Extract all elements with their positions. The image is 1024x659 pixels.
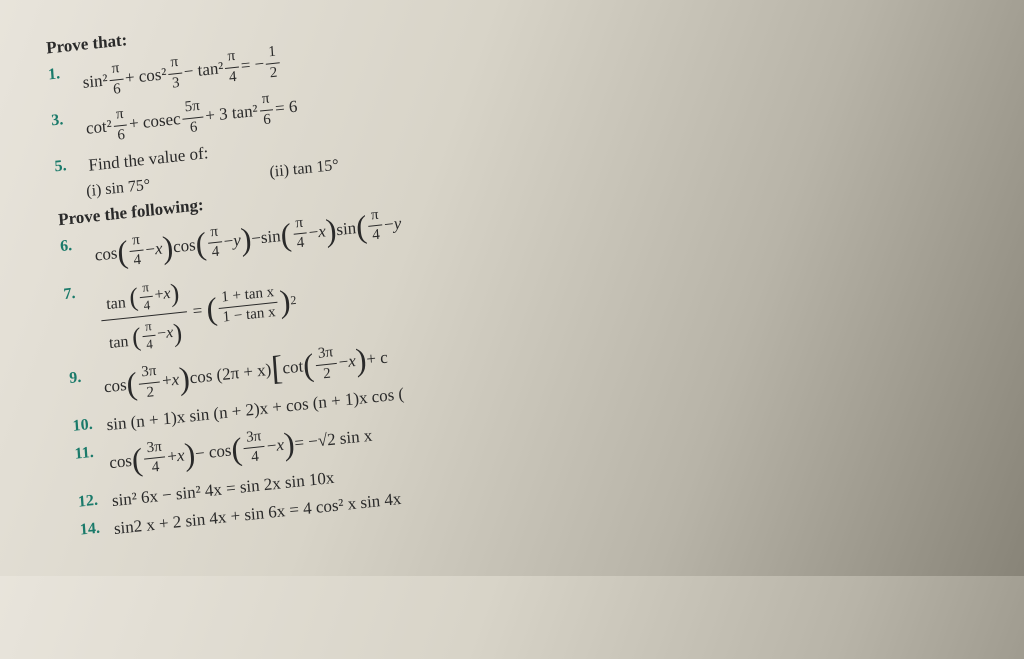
problem-number: 9. [69,367,104,389]
problem-number: 5. [54,155,89,177]
problem-number: 14. [79,518,114,540]
problem-number: 12. [77,490,112,512]
problem-number: 10. [72,414,107,436]
problem-number: 7. [63,282,98,304]
problem-number: 11. [74,442,109,464]
problem-number: 6. [60,235,95,257]
problem-number: 3. [51,109,86,131]
problem-content: tan (π4+ x) tan (π4− x) = ( 1 + tan x1 −… [97,262,299,361]
textbook-page: EXERCISE 3.3 Prove that: 1. sin² π6 + co… [0,0,1024,659]
problem-number: 1. [48,63,83,85]
sub-item: (ii) tan 15° [269,157,339,182]
sub-item: (i) sin 75° [86,177,151,202]
